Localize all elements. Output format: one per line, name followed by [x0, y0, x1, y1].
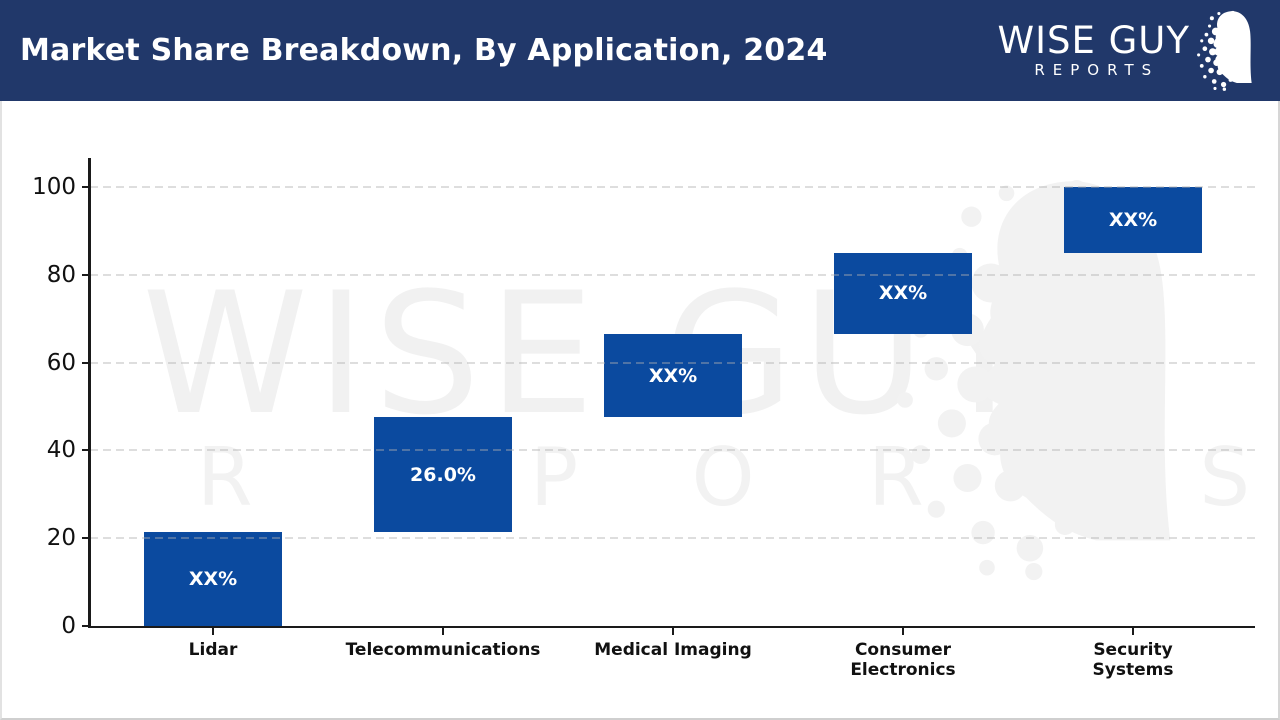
ytick-label-60: 60: [46, 349, 76, 376]
bar-segment-5: XX%: [1064, 187, 1202, 253]
chart-area: WISE GUY R E P O R T S XX% 26.0% XX% XX% XX%…: [0, 101, 1280, 720]
wise-guy-reports-logo: WISE GUY REPORTS: [998, 8, 1254, 94]
category-label-3: Medical Imaging: [594, 640, 752, 660]
bar-segment-4: XX%: [834, 252, 972, 335]
ytick-label-80: 80: [46, 261, 76, 288]
xtick-4: [902, 628, 904, 635]
gridline-y100: [90, 186, 1255, 188]
ytick-60: [82, 361, 90, 364]
logo-subtitle: REPORTS: [1034, 61, 1160, 80]
waterfall-plot: XX% 26.0% XX% XX% XX% 0 20 40 60 80 100 Lidar Teleco…: [2, 101, 1278, 718]
bar-value-label: XX%: [648, 364, 698, 387]
xtick-2: [442, 628, 444, 635]
ytick-80: [82, 273, 90, 276]
gridline-y80: [90, 273, 1255, 276]
bar-value-label: XX%: [1108, 208, 1158, 231]
category-label-1: Lidar: [188, 640, 238, 660]
category-label-5: Security Systems: [1092, 640, 1174, 681]
page-title: Market Share Breakdown, By Application, …: [20, 33, 828, 68]
gridline-y40: [90, 449, 1255, 452]
xtick-1: [212, 628, 214, 635]
bar-value-label: XX%: [188, 567, 238, 590]
gridline-y20: [90, 537, 1255, 540]
x-axis-line: [88, 625, 1255, 628]
ytick-20: [82, 537, 90, 540]
ytick-100: [82, 186, 90, 188]
ytick-label-20: 20: [46, 525, 76, 552]
logo-head-icon: [1176, 8, 1254, 94]
category-label-4: Consumer Electronics: [850, 640, 956, 681]
category-label-2: Telecommunications: [345, 640, 541, 660]
bar-segment-1: XX%: [144, 531, 282, 626]
ytick-label-40: 40: [46, 437, 76, 464]
bar-segment-3: XX%: [604, 334, 742, 418]
xtick-3: [672, 628, 674, 635]
gridline-y60: [90, 361, 1255, 364]
ytick-40: [82, 449, 90, 452]
logo-wordmark: WISE GUY: [997, 18, 1190, 62]
bar-value-label: XX%: [878, 282, 928, 305]
y-axis-line: [88, 158, 91, 628]
ytick-label-100: 100: [32, 174, 76, 200]
header-bar: Market Share Breakdown, By Application, …: [0, 0, 1280, 101]
ytick-0: [82, 625, 90, 627]
xtick-5: [1132, 628, 1134, 635]
bar-value-label: 26.0%: [410, 463, 476, 486]
ytick-label-0: 0: [61, 613, 76, 639]
bar-segment-2: 26.0%: [374, 417, 512, 532]
